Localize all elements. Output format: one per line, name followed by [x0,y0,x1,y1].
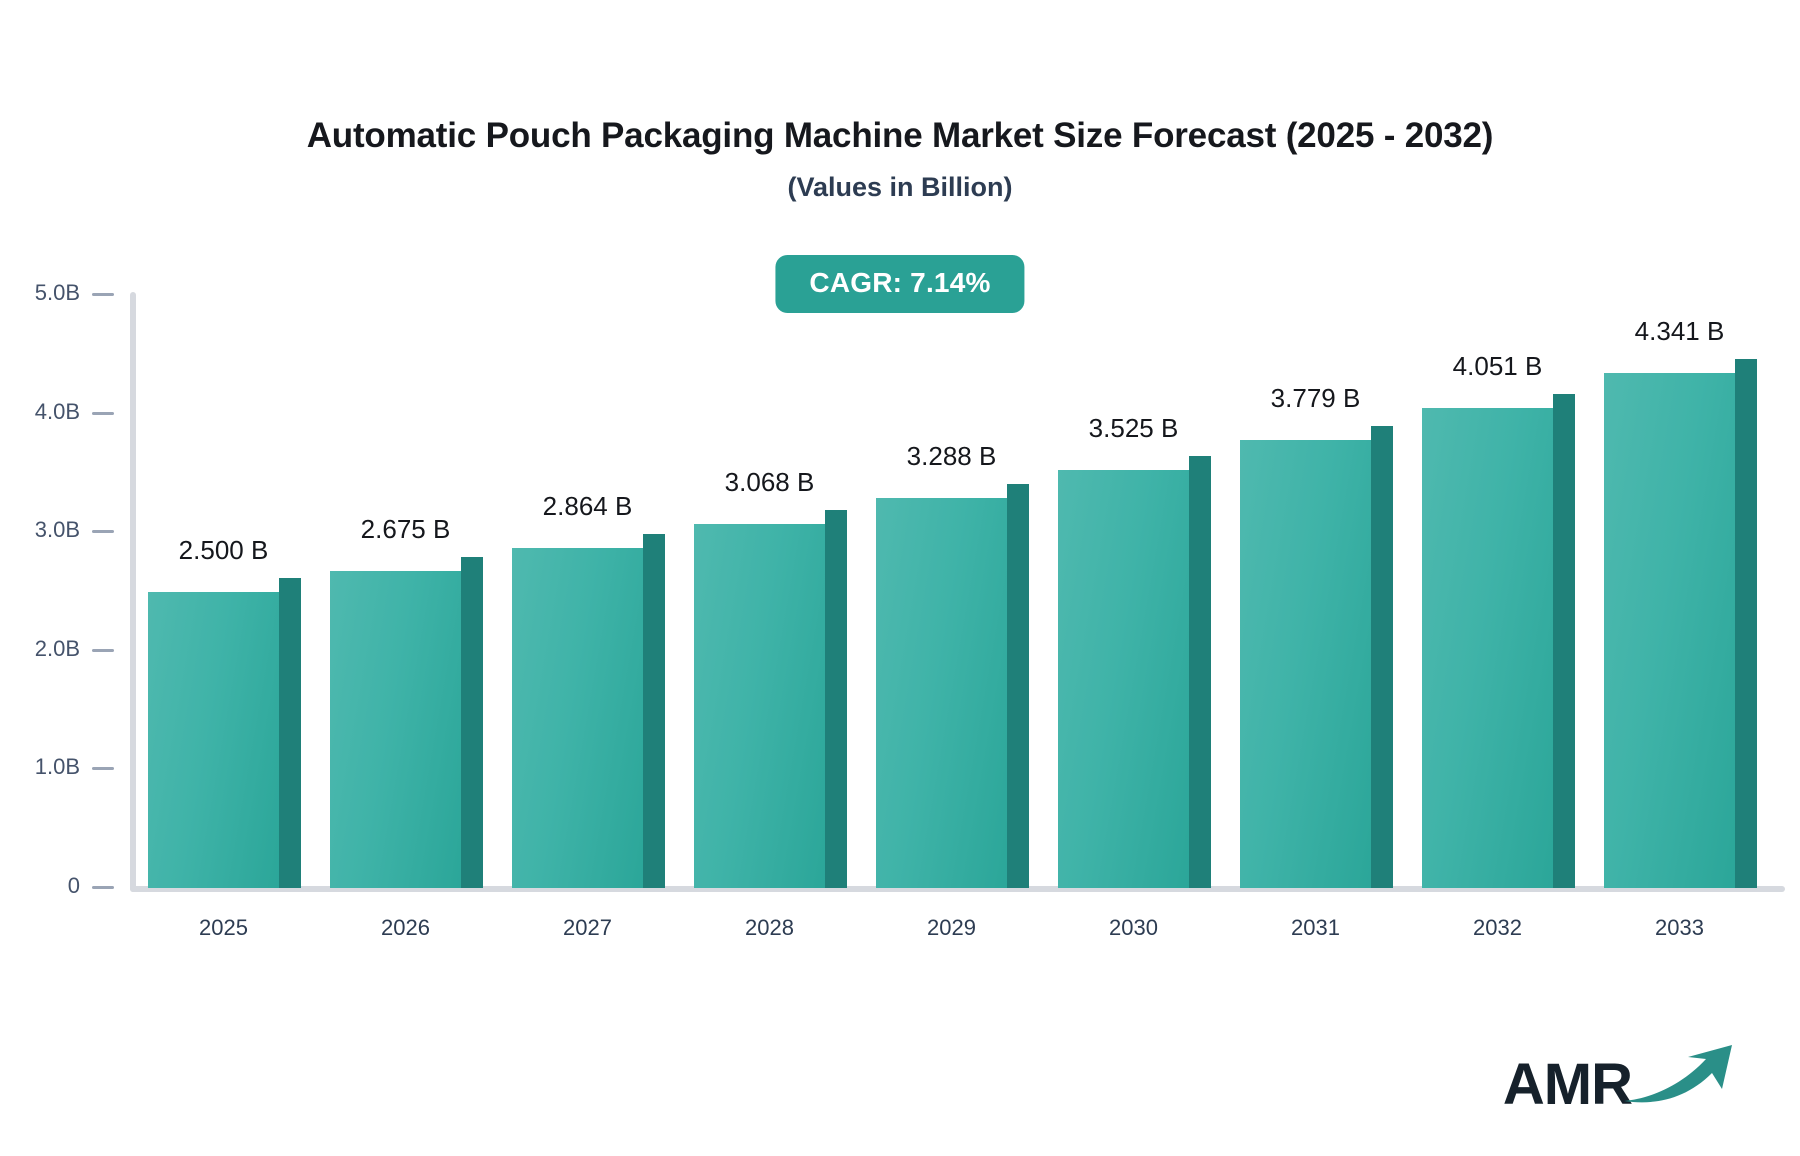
x-axis-label-2029: 2029 [927,915,976,940]
bar-side-face [461,556,483,888]
bar-value-label: 2.500 B [178,534,269,565]
bar-value-label: 3.288 B [906,441,997,472]
bar-value-label: 3.779 B [1270,382,1361,413]
x-axis-label-2027: 2027 [563,915,612,940]
page-subtitle: (Values in Billion) [787,172,1013,202]
x-axis-label-2030: 2030 [1109,915,1158,940]
y-tick-mark [92,767,114,771]
y-tick-mark [92,648,114,652]
bar-value-label: 4.341 B [1634,316,1725,347]
bar-top-face [1007,484,1029,499]
cagr-badge: CAGR: 7.14% [775,255,1025,313]
bar-top-face [1735,359,1757,374]
page-title: Automatic Pouch Packaging Machine Market… [306,116,1494,155]
bar-top-face [643,534,665,549]
x-axis-label-2031: 2031 [1291,915,1340,940]
bar-top-face [1371,425,1393,440]
bar-front-face [876,498,1007,888]
y-axis-line [130,292,136,892]
logo-wordmark: AMR [1502,1052,1633,1117]
bar-side-face [1189,455,1211,888]
bar-front-face [330,570,461,888]
y-tick-mark [92,411,114,415]
bar-side-face [1735,359,1757,888]
bar-front-face [1058,469,1189,888]
bar-side-face [643,534,665,888]
bar-front-face [694,524,825,888]
amr-logo: AMR [1503,1043,1738,1114]
x-axis-label-2028: 2028 [745,915,794,940]
y-tick-mark [92,293,114,296]
bar-top-face [1189,455,1211,470]
bar-front-face [1422,407,1553,888]
bar-top-face [461,556,483,571]
bar-top-face [825,510,847,525]
bar-side-face [279,577,301,888]
bar-top-face [279,577,301,592]
bar-side-face [1553,393,1575,888]
x-axis-label-2025: 2025 [199,915,248,940]
trending-up-arrow-icon [1622,1043,1738,1112]
bar-value-label: 3.525 B [1088,412,1179,443]
y-tick-label: 3.0B [34,517,80,543]
bar-front-face [1240,439,1371,888]
bar-side-face [1007,484,1029,888]
y-tick-label: 4.0B [34,398,80,424]
bar-side-face [825,510,847,888]
x-axis-label-2032: 2032 [1473,915,1522,940]
bar-value-label: 4.051 B [1452,350,1543,381]
x-axis-line [130,886,1785,892]
bar-front-face [148,591,279,888]
y-tick-label: 1.0B [34,754,80,780]
y-tick-label: 5.0B [34,280,80,305]
bar-side-face [1371,425,1393,888]
y-tick-label: 2.0B [34,635,80,661]
bar-value-label: 2.864 B [542,491,633,522]
bar-front-face [512,548,643,888]
bar-top-face [1553,393,1575,408]
y-tick-label: 0 [67,873,80,898]
bar-value-label: 3.068 B [724,467,815,498]
bar-value-label: 2.675 B [360,513,451,544]
y-tick-mark [92,886,114,889]
x-axis-label-2033: 2033 [1655,915,1704,940]
bar-front-face [1604,373,1735,888]
x-axis-label-2026: 2026 [381,915,430,940]
y-tick-mark [92,530,114,534]
